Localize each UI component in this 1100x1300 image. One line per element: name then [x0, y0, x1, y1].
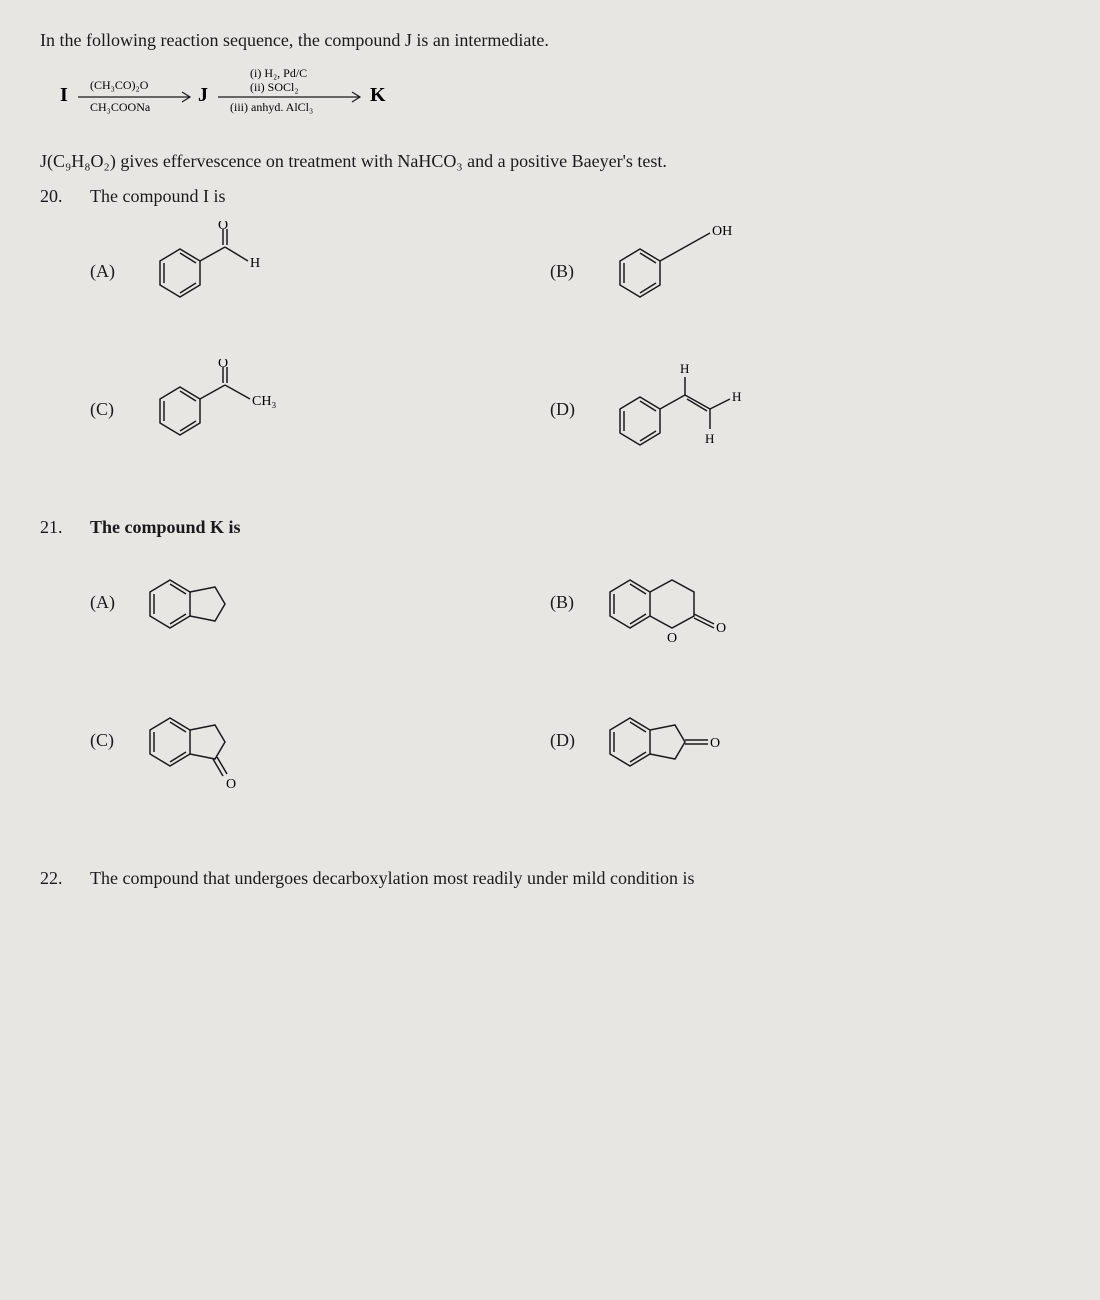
q20-options: (A) O H [90, 221, 1060, 497]
arrow1-top: (CH₃CO)₂O [90, 78, 149, 92]
compound-I: I [60, 84, 68, 106]
compound-K: K [370, 84, 386, 106]
q21-opt-B: (B) O O [550, 552, 970, 662]
reaction-scheme: I (CH₃CO)₂O CH₃COONa J (i) H₂, Pd/C (ii)… [60, 61, 1060, 131]
q21-text: The compound K is [90, 517, 241, 538]
arrow2-l2: (ii) SOCl₂ [250, 80, 299, 94]
structure-benzaldehyde: O H [130, 221, 280, 331]
q21-opt-D: (D) O [550, 690, 970, 800]
q21-num: 21. [40, 517, 90, 538]
svg-text:O: O [226, 777, 236, 792]
compound-J: J [198, 84, 208, 106]
q20-line: 20. The compound I is [40, 186, 1060, 207]
q21-options: (A) (C) [90, 552, 1060, 838]
q21-opt-A: (A) [90, 552, 510, 662]
q20-opt-D: (D) H H H [550, 359, 970, 469]
q20-num: 20. [40, 186, 90, 207]
q22-text: The compound that undergoes decarboxylat… [90, 868, 695, 889]
structure-indane [130, 552, 280, 662]
svg-text:H: H [250, 256, 260, 271]
svg-text:H: H [680, 361, 689, 376]
q22-line: 22. The compound that undergoes decarbox… [40, 868, 1060, 889]
svg-text:O: O [710, 736, 720, 751]
q20-opt-C: (C) O CH₃ [90, 359, 510, 469]
svg-text:H: H [732, 389, 741, 404]
structure-styrene: H H H [590, 359, 780, 469]
q20-text: The compound I is [90, 186, 225, 207]
q20-opt-B: (B) OH [550, 221, 970, 331]
svg-text:O: O [218, 359, 228, 371]
structure-2-indanone: O [590, 690, 760, 800]
j-description: J(C₉H₈O₂) gives effervescence on treatme… [40, 151, 1060, 172]
arrow2-l1: (i) H₂, Pd/C [250, 66, 307, 80]
svg-text:OH: OH [712, 224, 732, 239]
structure-acetophenone: O CH₃ [130, 359, 300, 469]
svg-text:H: H [705, 431, 714, 446]
arrow2-l3: (iii) anhyd. AlCl₃ [230, 100, 313, 114]
svg-text:O: O [667, 631, 677, 646]
intro-text: In the following reaction sequence, the … [40, 30, 1060, 51]
q20-opt-A: (A) O H [90, 221, 510, 331]
svg-text:O: O [218, 221, 228, 233]
svg-text:CH₃: CH₃ [252, 394, 276, 409]
arrow1-bot: CH₃COONa [90, 100, 151, 114]
q22-num: 22. [40, 868, 90, 889]
svg-text:O: O [716, 621, 726, 636]
structure-1-indanone: O [130, 690, 290, 810]
q21-line: 21. The compound K is [40, 517, 1060, 538]
structure-benzyl-alcohol: OH [590, 221, 750, 331]
q21-opt-C: (C) O [90, 690, 510, 810]
structure-dihydrocoumarin: O O [590, 552, 760, 662]
